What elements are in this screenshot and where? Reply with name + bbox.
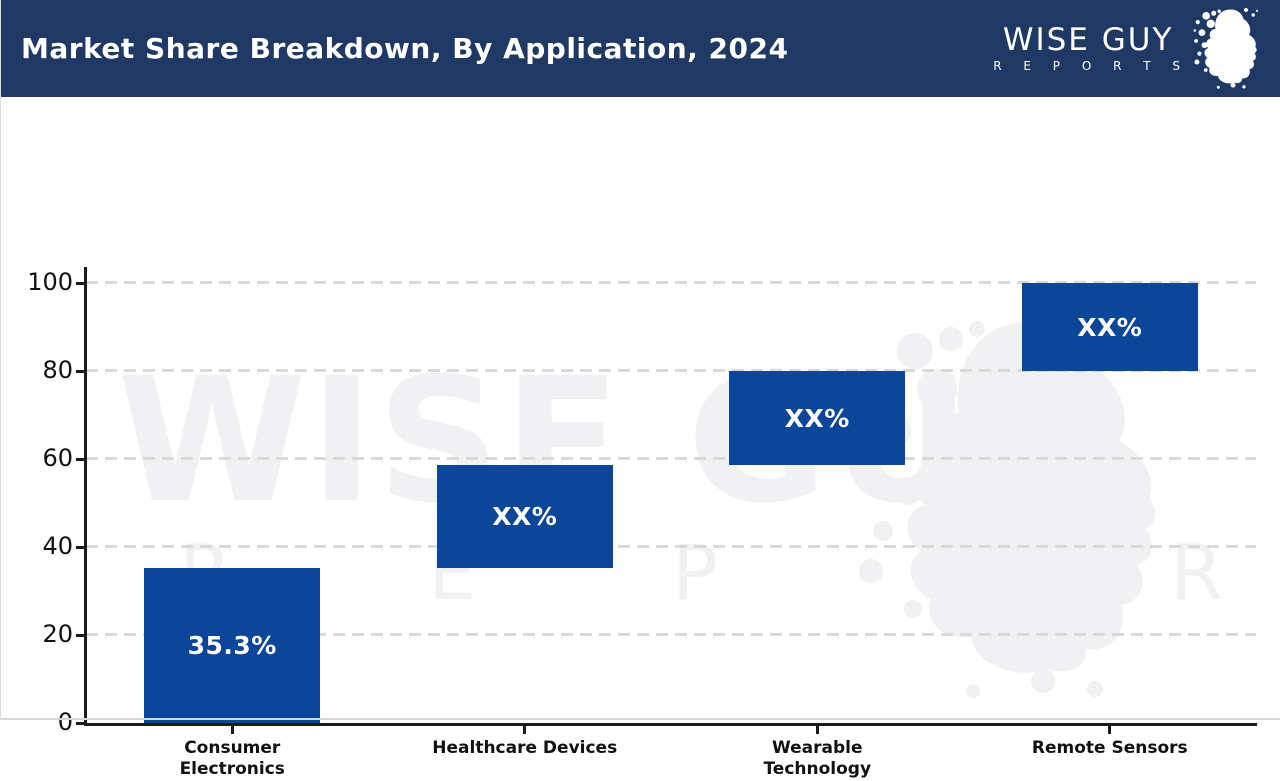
y-axis-tick — [76, 634, 86, 637]
gridline — [86, 369, 1256, 372]
chart-area: WISE GUY R E P O R T S 35.3%XX%XX%XX% 02… — [1, 97, 1280, 779]
page-bottom-border — [1, 718, 1280, 720]
brand-logo-text: WISE GUY R E P O R T S — [987, 24, 1189, 74]
y-axis-tick-label: 80 — [42, 356, 73, 384]
x-axis-line — [84, 723, 1257, 726]
y-axis-tick-label: 40 — [42, 532, 73, 560]
brand-wordmark: WISE GUY — [1002, 21, 1174, 58]
bar-remote-sensors: XX% — [1021, 283, 1198, 371]
plot-area: 35.3% XX% XX% XX% — [86, 267, 1256, 723]
bar-wearable-technology: XX% — [729, 371, 906, 466]
page-title: Market Share Breakdown, By Application, … — [21, 32, 789, 65]
y-axis-tick — [76, 282, 86, 285]
brand-subtext: R E P O R T S — [993, 59, 1189, 74]
x-axis-tick — [815, 723, 819, 734]
gridline — [86, 457, 1256, 460]
y-axis-tick-label: 100 — [27, 268, 73, 296]
y-axis-tick-label: 0 — [57, 708, 73, 736]
y-axis-tick — [76, 722, 86, 725]
gridline — [86, 545, 1256, 548]
y-axis-line — [84, 267, 87, 726]
y-axis-tick — [76, 546, 86, 549]
bar-healthcare-devices: XX% — [436, 465, 613, 568]
gridline — [86, 281, 1256, 284]
bar-value-label: XX% — [784, 403, 850, 433]
bar-value-label: 35.3% — [187, 630, 277, 660]
x-axis-tick — [1108, 723, 1112, 734]
y-axis-tick — [76, 370, 86, 373]
x-axis-category-label: Remote Sensors — [1031, 738, 1188, 758]
y-axis-tick — [76, 458, 86, 461]
x-axis-tick — [523, 723, 527, 734]
gridline — [86, 633, 1256, 636]
bar-value-label: XX% — [492, 501, 558, 531]
bar-value-label: XX% — [1077, 312, 1143, 342]
x-axis-category-label: Consumer Electronics — [179, 738, 285, 780]
bar-consumer-electronics: 35.3% — [144, 567, 321, 723]
x-axis-tick — [230, 723, 234, 734]
brand-logo: WISE GUY R E P O R T S — [987, 7, 1265, 91]
header: Market Share Breakdown, By Application, … — [1, 0, 1280, 97]
x-axis-category-label: Healthcare Devices — [432, 738, 618, 758]
y-axis-tick-label: 60 — [42, 444, 73, 472]
brand-head-icon — [1193, 7, 1259, 89]
x-axis-category-label: Wearable Technology — [763, 738, 872, 780]
y-axis-tick-label: 20 — [42, 620, 73, 648]
